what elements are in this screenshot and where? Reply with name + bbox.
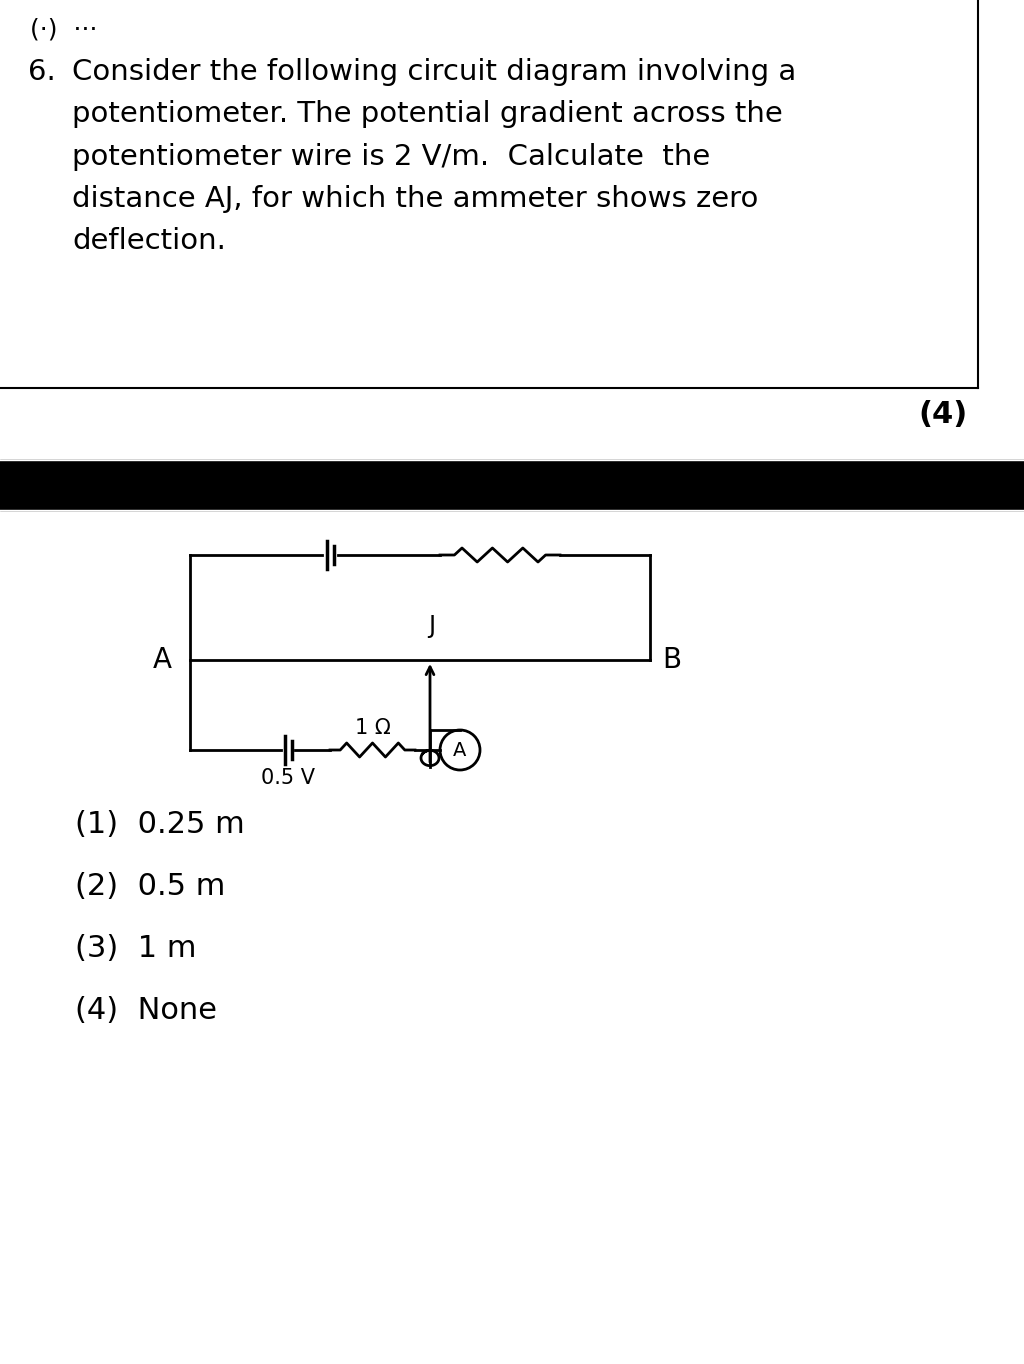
Text: (2)  0.5 m: (2) 0.5 m [75, 872, 225, 902]
Text: J: J [428, 614, 435, 638]
Text: (·)  ···: (·) ··· [30, 18, 97, 42]
Text: A: A [153, 647, 172, 674]
Text: (3)  1 m: (3) 1 m [75, 934, 197, 963]
Text: (1)  0.25 m: (1) 0.25 m [75, 810, 245, 839]
Text: (4)  None: (4) None [75, 996, 217, 1024]
Text: 1 Ω: 1 Ω [354, 717, 390, 738]
Text: B: B [662, 647, 681, 674]
Text: 0.5 V: 0.5 V [261, 768, 315, 788]
Text: 6.: 6. [28, 59, 55, 86]
Text: (4): (4) [919, 400, 968, 430]
Text: Consider the following circuit diagram involving a
potentiometer. The potential : Consider the following circuit diagram i… [72, 59, 797, 255]
Text: A: A [454, 741, 467, 760]
